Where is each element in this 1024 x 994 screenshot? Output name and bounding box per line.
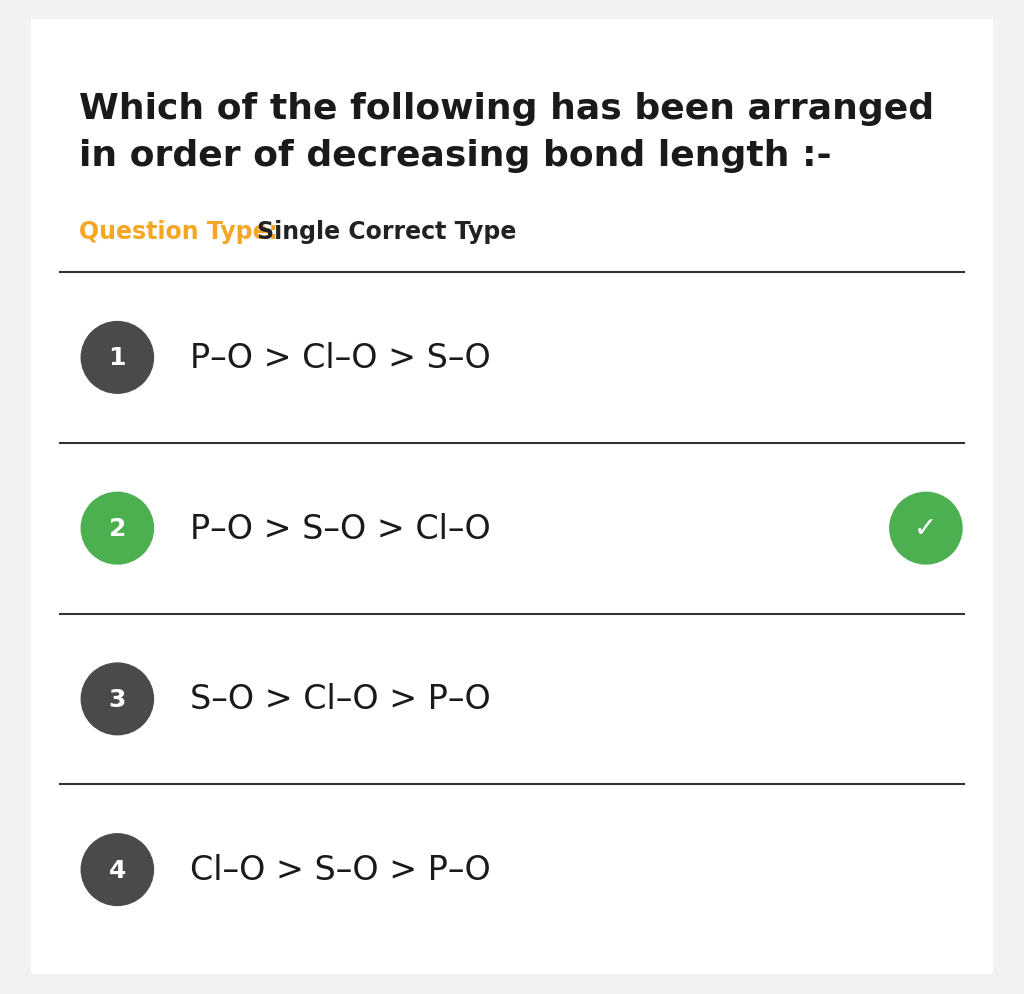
Text: 3: 3: [109, 687, 126, 711]
Text: 4: 4: [109, 858, 126, 882]
Text: in order of decreasing bond length :-: in order of decreasing bond length :-: [79, 139, 831, 173]
Text: S–O > Cl–O > P–O: S–O > Cl–O > P–O: [189, 683, 490, 716]
Text: Single Correct Type: Single Correct Type: [257, 221, 516, 245]
Ellipse shape: [81, 322, 154, 394]
Text: Cl–O > S–O > P–O: Cl–O > S–O > P–O: [189, 853, 490, 887]
Ellipse shape: [890, 493, 962, 565]
Text: 1: 1: [109, 346, 126, 370]
Text: P–O > S–O > Cl–O: P–O > S–O > Cl–O: [189, 512, 490, 545]
Ellipse shape: [81, 834, 154, 906]
Text: Question Type:: Question Type:: [79, 221, 278, 245]
Text: ✓: ✓: [914, 515, 938, 543]
Text: Which of the following has been arranged: Which of the following has been arranged: [79, 91, 934, 125]
Text: 2: 2: [109, 517, 126, 541]
Ellipse shape: [81, 663, 154, 735]
FancyBboxPatch shape: [22, 10, 1002, 984]
Ellipse shape: [81, 493, 154, 565]
Text: P–O > Cl–O > S–O: P–O > Cl–O > S–O: [189, 342, 490, 375]
